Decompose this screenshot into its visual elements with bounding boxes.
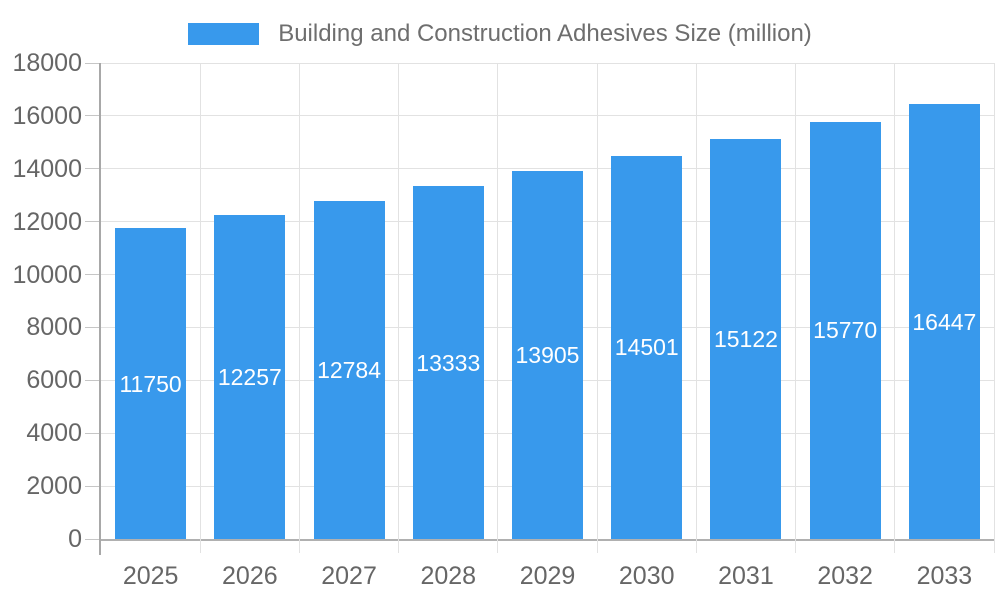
bar [710, 139, 782, 539]
v-gridline [695, 63, 697, 553]
bar [611, 155, 683, 539]
y-tick [85, 485, 99, 487]
x-axis-label: 2025 [122, 562, 179, 590]
y-tick [85, 62, 99, 64]
y-tick [85, 432, 99, 434]
bar [809, 121, 881, 539]
legend-swatch [188, 23, 260, 45]
x-axis-label: 2031 [718, 562, 774, 590]
bar [908, 104, 980, 539]
bar [115, 228, 187, 539]
v-gridline [497, 63, 499, 553]
v-gridline [596, 63, 598, 553]
y-axis-label: 12000 [12, 207, 82, 236]
y-tick [85, 538, 99, 540]
legend-label: Building and Construction Adhesives Size… [278, 20, 812, 47]
y-tick [85, 379, 99, 381]
h-gridline [101, 115, 994, 117]
x-axis-label: 2030 [618, 562, 675, 590]
v-gridline [199, 63, 201, 553]
v-gridline [398, 63, 400, 553]
v-gridline [298, 63, 300, 553]
x-axis-label: 2026 [222, 562, 278, 590]
y-axis-label: 10000 [12, 260, 82, 289]
bar-value-label: 15122 [713, 326, 778, 353]
x-axis-label: 2033 [916, 562, 973, 590]
bar-value-label: 16447 [912, 308, 977, 335]
y-axis-label: 8000 [26, 313, 82, 342]
bar-value-label: 15770 [813, 317, 878, 344]
y-tick [85, 221, 99, 223]
v-gridline [795, 63, 797, 553]
bar [512, 171, 583, 539]
bar-value-label: 12257 [217, 363, 282, 390]
y-axis-label: 14000 [12, 154, 82, 183]
chart-legend: Building and Construction Adhesives Size… [0, 13, 1000, 55]
bar-value-label: 14501 [614, 334, 679, 361]
x-axis-label: 2028 [420, 562, 477, 590]
plot-area: 0 2000 4000 6000 8000 10000 12000 14000 16000 180… [12, 49, 995, 590]
y-axis-label: 2000 [26, 472, 82, 501]
y-axis-label: 0 [68, 525, 82, 553]
y-tick [85, 168, 99, 170]
y-tick [85, 274, 99, 276]
h-gridline [101, 62, 994, 64]
y-axis-label: 4000 [26, 419, 82, 448]
x-axis-tick-origin [99, 539, 101, 555]
x-axis-label: 2027 [321, 562, 377, 590]
bar [412, 186, 484, 539]
y-axis-label: 6000 [26, 366, 82, 395]
y-axis-label: 16000 [12, 101, 82, 130]
bar [313, 200, 385, 539]
bar-value-label: 11750 [119, 370, 182, 397]
x-axis-label: 2029 [519, 562, 576, 590]
bar [214, 214, 286, 539]
bar-value-label: 12784 [317, 356, 382, 383]
bar-value-label: 13905 [515, 342, 580, 369]
y-tick [85, 115, 99, 117]
y-tick [85, 326, 99, 328]
bar-value-label: 13333 [416, 349, 481, 376]
x-axis-label: 2032 [817, 562, 873, 590]
y-axis-label: 18000 [12, 49, 82, 77]
